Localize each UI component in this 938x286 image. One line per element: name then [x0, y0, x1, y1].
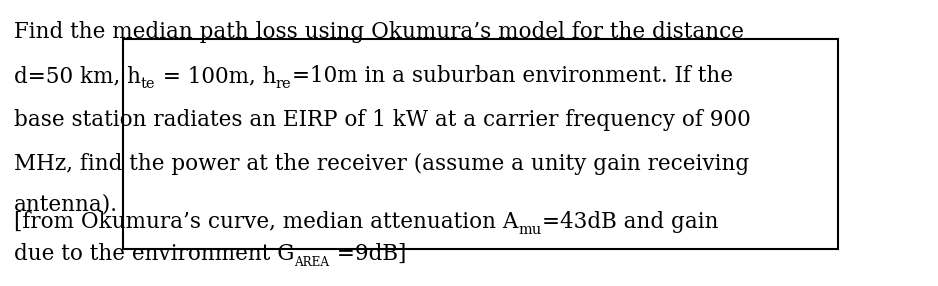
Text: [from Okumura’s curve, median attenuation A: [from Okumura’s curve, median attenuatio…	[14, 211, 519, 233]
FancyBboxPatch shape	[123, 39, 839, 249]
Text: d=50 km, h: d=50 km, h	[14, 65, 141, 87]
Text: te: te	[141, 77, 156, 91]
Text: re: re	[276, 77, 292, 91]
Text: MHz, find the power at the receiver (assume a unity gain receiving: MHz, find the power at the receiver (ass…	[14, 153, 749, 175]
Text: due to the environment G: due to the environment G	[14, 243, 295, 265]
Text: antenna).: antenna).	[14, 193, 118, 215]
Text: =9dB]: =9dB]	[329, 243, 406, 265]
Text: mu: mu	[519, 223, 541, 237]
Text: base station radiates an EIRP of 1 kW at a carrier frequency of 900: base station radiates an EIRP of 1 kW at…	[14, 109, 750, 131]
Text: =43dB and gain: =43dB and gain	[541, 211, 719, 233]
Text: Find the median path loss using Okumura’s model for the distance: Find the median path loss using Okumura’…	[14, 21, 744, 43]
Text: = 100m, h: = 100m, h	[156, 65, 276, 87]
Text: AREA: AREA	[295, 256, 329, 269]
Text: =10m in a suburban environment. If the: =10m in a suburban environment. If the	[292, 65, 733, 87]
